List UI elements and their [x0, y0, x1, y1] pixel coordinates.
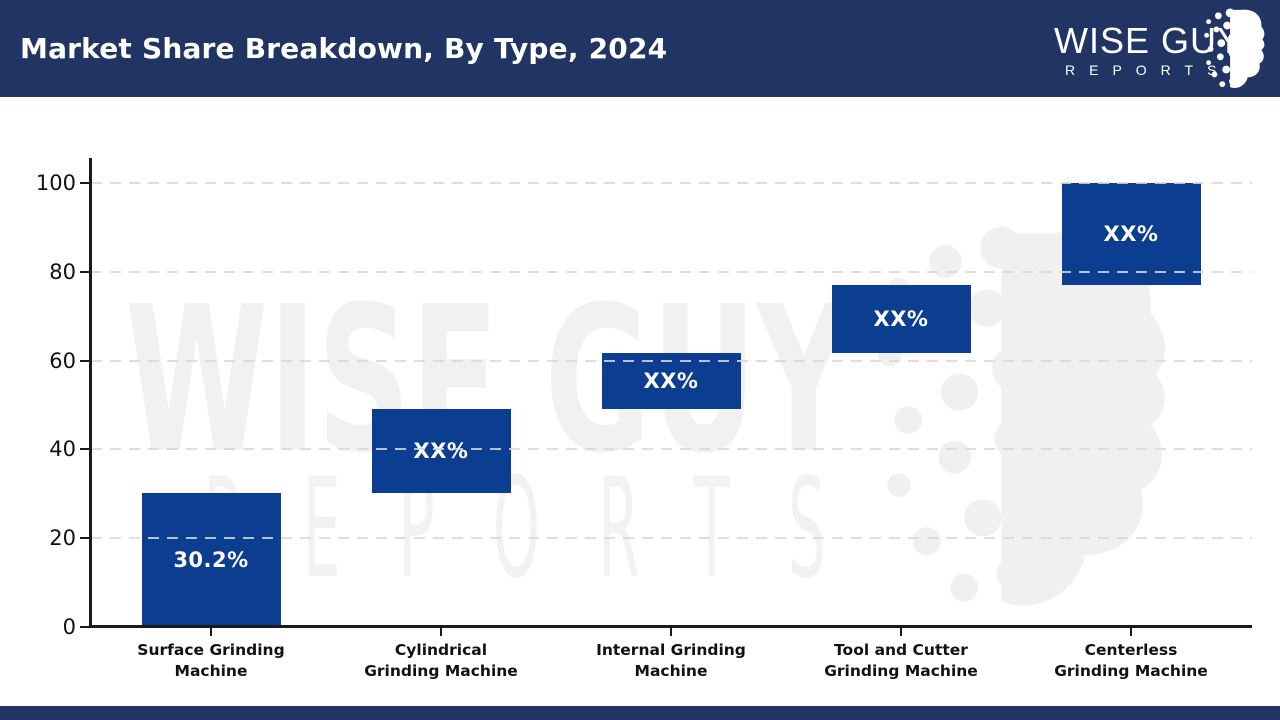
bar-value-label: 30.2% [173, 547, 249, 572]
grid-line [91, 182, 1252, 184]
footer-band [0, 706, 1280, 720]
bar-value-label: XX% [1103, 221, 1159, 246]
logo-subtext: REPORTS [1065, 62, 1231, 78]
y-tick-mark [80, 270, 89, 273]
page-title: Market Share Breakdown, By Type, 2024 [20, 32, 668, 65]
bar: 30.2% [141, 492, 281, 627]
logo-wordmark: WISE GUY [1054, 20, 1243, 61]
y-tick-mark [80, 359, 89, 362]
bar-value-label: XX% [413, 439, 469, 464]
y-axis-spine [89, 158, 92, 628]
bar: XX% [831, 284, 971, 354]
x-tick-mark [440, 628, 442, 636]
x-axis-spine [89, 625, 1252, 628]
y-tick-label: 100 [35, 171, 76, 195]
wiseguy-logo: WISE GUY REPORTS [1018, 4, 1268, 94]
wiseguy-face-icon [1204, 8, 1265, 88]
grid-line [91, 537, 1252, 540]
x-tick-mark [900, 628, 902, 636]
x-category-label: Cylindrical Grinding Machine [364, 641, 518, 680]
x-category-label: Tool and Cutter Grinding Machine [824, 641, 978, 680]
header-band: Market Share Breakdown, By Type, 2024 WI… [0, 0, 1280, 97]
grid-line [91, 270, 1252, 273]
watermark-subtext: REPORTS [203, 449, 885, 611]
bar: XX% [601, 353, 741, 410]
bar: XX% [371, 409, 511, 493]
x-category-label: Surface Grinding Machine [137, 641, 285, 680]
bar-value-label: XX% [643, 369, 699, 394]
y-tick-label: 60 [49, 348, 76, 373]
y-tick-mark [80, 626, 89, 628]
bar: XX% [1061, 183, 1201, 285]
x-category-label: Centerless Grinding Machine [1054, 641, 1208, 680]
y-tick-label: 20 [49, 526, 76, 551]
x-category-label: Internal Grinding Machine [596, 641, 746, 680]
x-tick-mark [1130, 628, 1132, 636]
x-tick-mark [210, 628, 212, 636]
y-tick-mark [80, 537, 89, 540]
y-tick-label: 0 [62, 615, 76, 639]
bar-value-label: XX% [873, 307, 929, 332]
y-tick-mark [80, 182, 89, 184]
grid-line [91, 359, 1252, 362]
grid-line [91, 448, 1252, 451]
x-tick-mark [670, 628, 672, 636]
y-tick-mark [80, 448, 89, 451]
y-tick-label: 80 [49, 259, 76, 284]
y-tick-label: 40 [49, 437, 76, 462]
